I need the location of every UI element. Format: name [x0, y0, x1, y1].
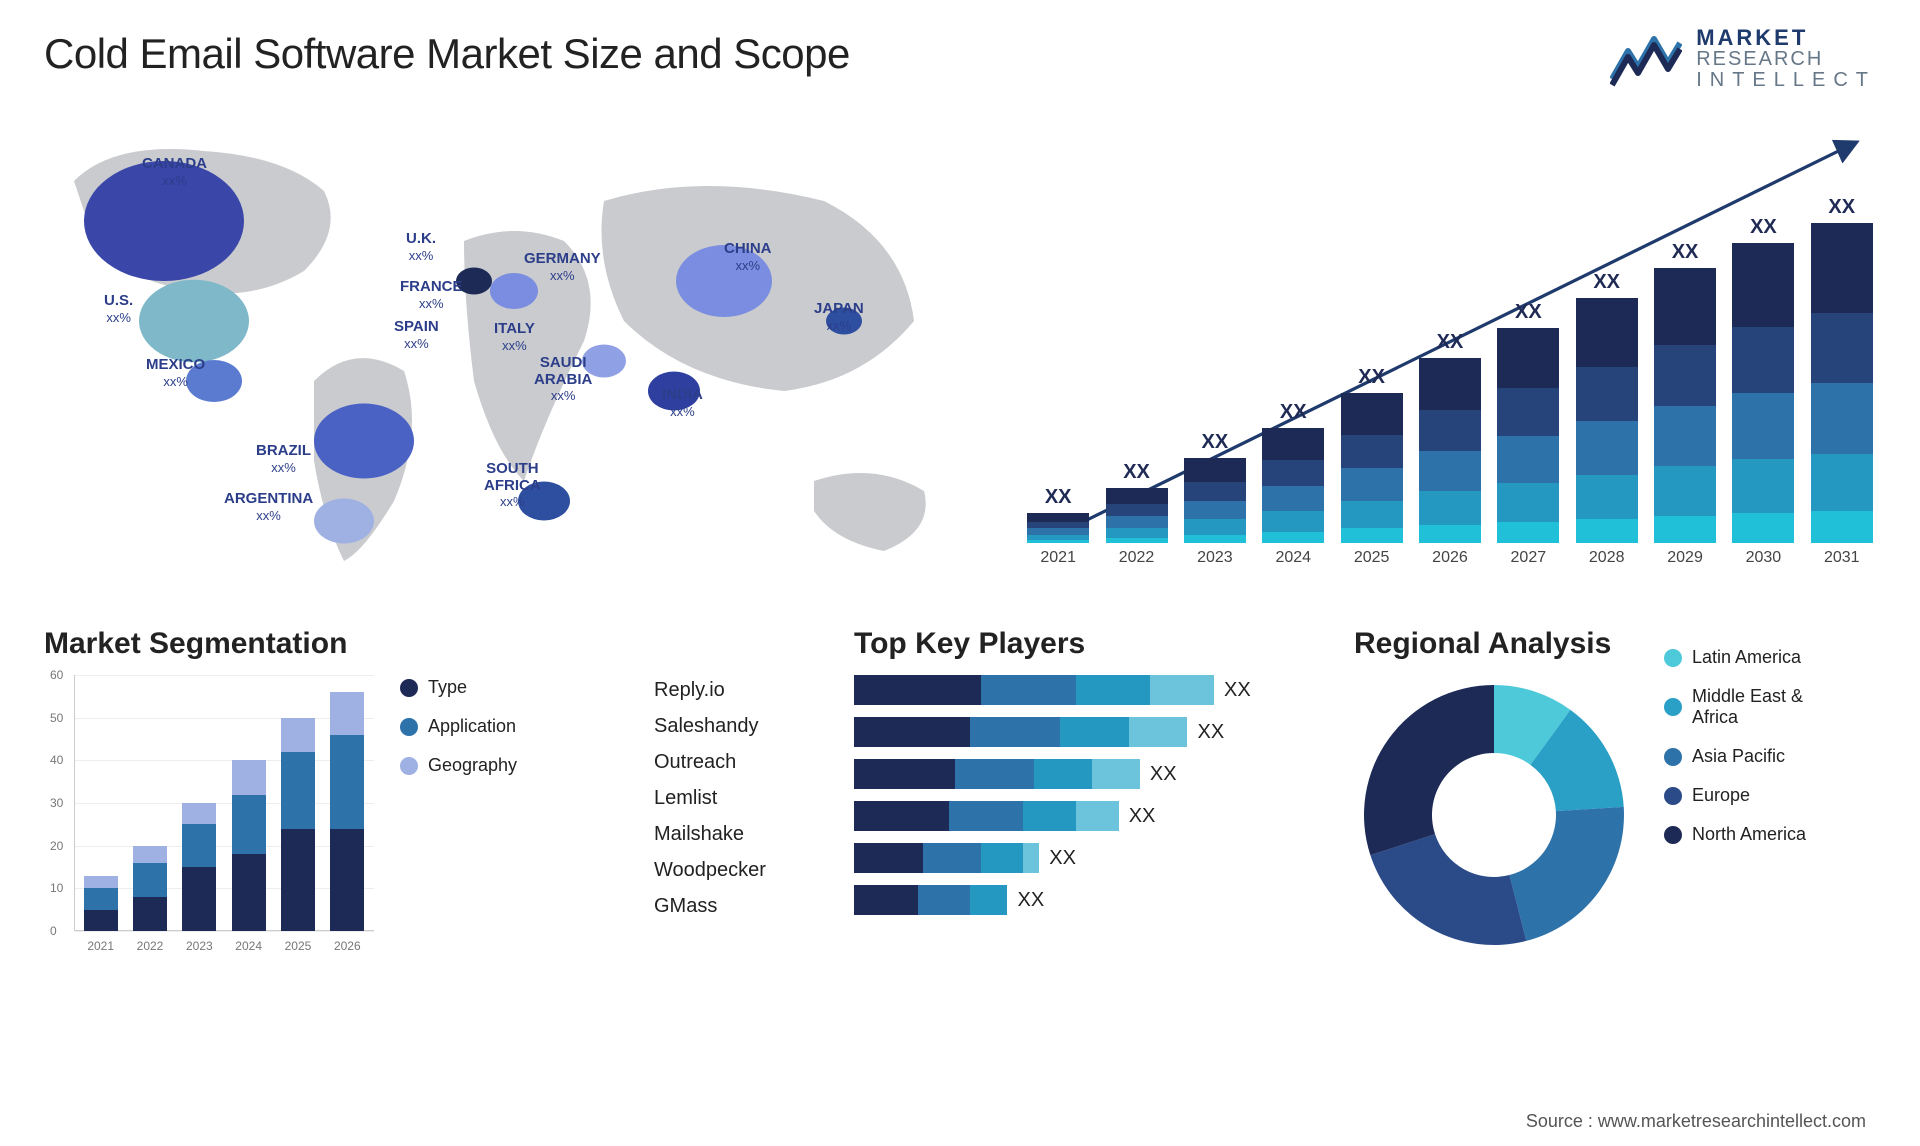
player-name: Mailshake	[654, 823, 824, 846]
brand-logo: MARKET RESEARCH INTELLECT	[1610, 26, 1876, 91]
regional-panel: Regional Analysis Latin America Middle Ea…	[1354, 627, 1876, 960]
growth-bar: XX2031	[1808, 196, 1876, 567]
player-name: Woodpecker	[654, 859, 824, 882]
donut-slice	[1370, 834, 1526, 945]
key-player-bar: XX	[854, 843, 1324, 873]
map-label: ITALYxx%	[494, 321, 535, 354]
segmentation-bar	[329, 692, 366, 931]
map-label: FRANCExx%	[400, 279, 463, 312]
key-player-bar: XX	[854, 717, 1324, 747]
player-name: Saleshandy	[654, 715, 824, 738]
legend-item: Type	[400, 677, 517, 698]
donut-slice	[1364, 685, 1494, 855]
segmentation-bar	[181, 803, 218, 931]
map-label: SOUTHAFRICAxx%	[484, 461, 541, 511]
growth-bar: XX2024	[1259, 401, 1327, 567]
segmentation-bar	[131, 846, 168, 931]
growth-bar: XX2025	[1337, 366, 1405, 567]
player-name: Reply.io	[654, 679, 824, 702]
growth-bar: XX2023	[1181, 431, 1249, 567]
map-label: CHINAxx%	[724, 241, 772, 274]
regional-donut	[1354, 675, 1634, 960]
logo-text-3: INTELLECT	[1696, 70, 1876, 91]
player-name: Lemlist	[654, 787, 824, 810]
key-player-bar: XX	[854, 759, 1324, 789]
segmentation-bar	[279, 718, 316, 931]
legend-item: Application	[400, 716, 517, 737]
source-attribution: Source : www.marketresearchintellect.com	[1526, 1111, 1866, 1132]
world-map: CANADAxx% U.S.xx% MEXICOxx% BRAZILxx% ARGENT…	[44, 121, 984, 601]
regional-legend: Latin America Middle East &Africa Asia Pac…	[1664, 647, 1806, 960]
segmentation-panel: Market Segmentation 0102030405060 202120…	[44, 627, 624, 960]
key-players-title: Top Key Players	[854, 627, 1324, 661]
map-label: MEXICOxx%	[146, 357, 205, 390]
key-player-bar: XX	[854, 801, 1324, 831]
legend-item: Latin America	[1664, 647, 1806, 668]
page-title: Cold Email Software Market Size and Scop…	[44, 30, 850, 78]
growth-bar: XX2022	[1102, 461, 1170, 567]
regional-title: Regional Analysis	[1354, 627, 1634, 661]
map-label: ARGENTINAxx%	[224, 491, 313, 524]
key-players-chart: XX XX XX XX XX XX	[854, 675, 1324, 915]
legend-item: Europe	[1664, 785, 1806, 806]
growth-bar: XX2026	[1416, 331, 1484, 567]
segmentation-bar	[230, 760, 267, 931]
player-name: Outreach	[654, 751, 824, 774]
map-label: U.K.xx%	[406, 231, 436, 264]
growth-chart: XX2021XX2022XX2023XX2024XX2025XX2026XX20…	[1024, 121, 1876, 601]
growth-bar: XX2021	[1024, 486, 1092, 567]
legend-item: Asia Pacific	[1664, 746, 1806, 767]
logo-text-2: RESEARCH	[1696, 49, 1876, 70]
growth-bar: XX2030	[1729, 216, 1797, 567]
logo-mark-icon	[1610, 29, 1682, 89]
growth-bar: XX2029	[1651, 241, 1719, 567]
map-label: U.S.xx%	[104, 293, 133, 326]
growth-bar: XX2027	[1494, 301, 1562, 567]
segmentation-legend: Type Application Geography	[400, 677, 517, 960]
map-label: SAUDIARABIAxx%	[534, 355, 592, 405]
logo-text-1: MARKET	[1696, 26, 1876, 49]
map-label: JAPANxx%	[814, 301, 864, 334]
legend-item: Geography	[400, 755, 517, 776]
map-label: SPAINxx%	[394, 319, 439, 352]
key-player-bar: XX	[854, 885, 1324, 915]
segmentation-bar	[82, 876, 119, 931]
map-label: INDIAxx%	[662, 387, 703, 420]
map-label: BRAZILxx%	[256, 443, 311, 476]
legend-item: North America	[1664, 824, 1806, 845]
segmentation-chart: 0102030405060 202120222023202420252026	[44, 675, 374, 955]
segmentation-title: Market Segmentation	[44, 627, 374, 661]
player-name: GMass	[654, 895, 824, 918]
key-player-bar: XX	[854, 675, 1324, 705]
key-players-panel: Top Key Players XX XX XX XX XX XX	[854, 627, 1324, 960]
legend-item: Middle East &Africa	[1664, 686, 1806, 728]
donut-slice	[1509, 807, 1624, 941]
players-list: Reply.io Saleshandy Outreach Lemlist Mailsha…	[654, 679, 824, 960]
map-label: CANADAxx%	[142, 156, 207, 189]
map-label: GERMANYxx%	[524, 251, 601, 284]
growth-bar: XX2028	[1573, 271, 1641, 567]
